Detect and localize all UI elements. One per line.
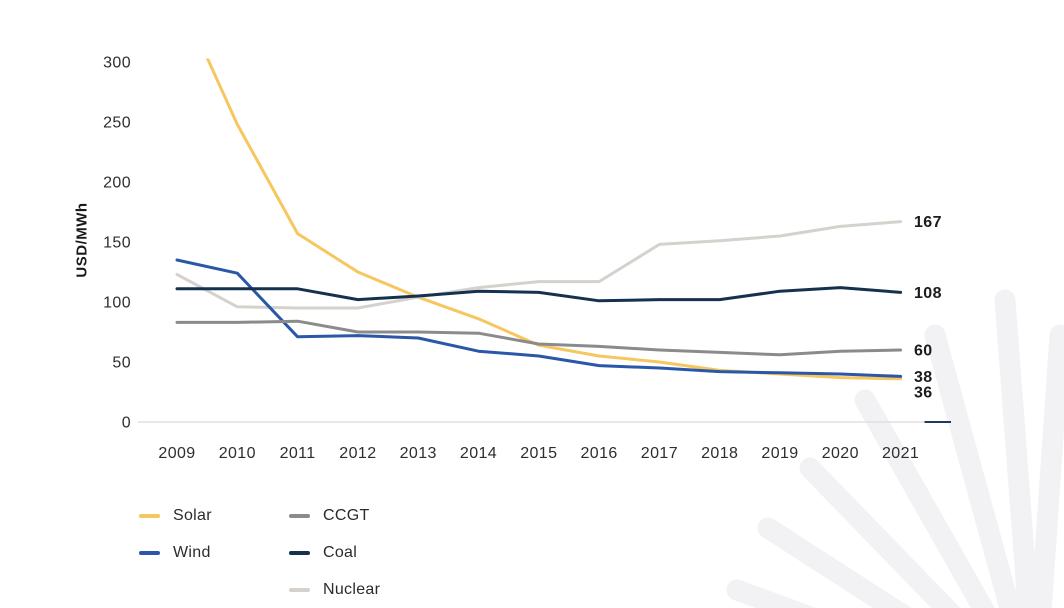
- series-line-ccgt: [175, 319, 903, 357]
- y-tick-label: 250: [103, 115, 131, 132]
- x-tick-label: 2014: [460, 445, 497, 462]
- series-end-label: 108: [914, 285, 942, 302]
- series-line-nuclear: [175, 220, 903, 310]
- y-tick-label: 50: [112, 355, 131, 372]
- x-tick-label: 2012: [339, 445, 376, 462]
- y-tick-label: 300: [103, 55, 131, 72]
- y-tick-label: 150: [103, 235, 131, 252]
- x-tick-label: 2016: [580, 445, 617, 462]
- x-tick-label: 2020: [822, 445, 859, 462]
- x-tick-label: 2019: [761, 445, 798, 462]
- series-lines: [175, 58, 903, 381]
- series-line-coal: [175, 286, 903, 303]
- y-axis-title: USD/MWh: [73, 202, 91, 278]
- series-line-wind: [175, 258, 903, 378]
- x-tick-label: 2009: [158, 445, 195, 462]
- x-tick-label: 2018: [701, 445, 738, 462]
- series-end-label: 38: [914, 369, 933, 386]
- series-end-label: 167: [914, 214, 942, 231]
- y-tick-label: 0: [122, 415, 131, 432]
- series-end-label: 36: [914, 384, 933, 401]
- x-tick-label: 2015: [520, 445, 557, 462]
- x-tick-label: 2017: [641, 445, 678, 462]
- x-tick-label: 2010: [219, 445, 256, 462]
- x-tick-label: 2013: [400, 445, 437, 462]
- y-tick-label: 200: [103, 175, 131, 192]
- y-tick-label: 100: [103, 295, 131, 312]
- x-tick-label: 2021: [882, 445, 919, 462]
- series-end-label: 60: [914, 343, 933, 360]
- x-tick-label: 2011: [280, 445, 316, 462]
